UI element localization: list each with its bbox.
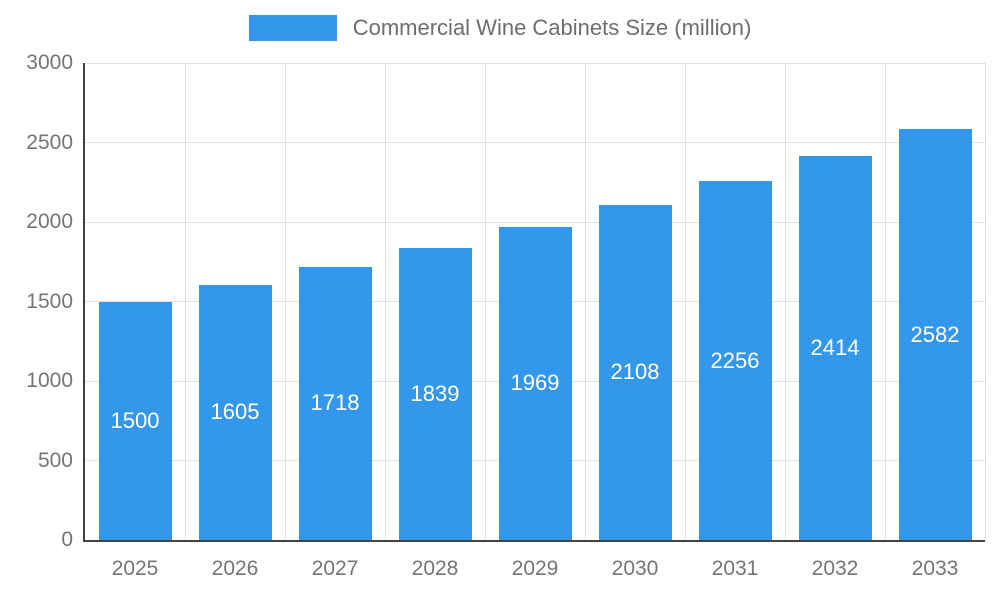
gridline-horizontal (85, 221, 985, 223)
bar-2032 (798, 156, 872, 540)
x-axis-tick-label: 2025 (111, 557, 159, 580)
x-axis-tick-label: 2029 (511, 557, 559, 580)
bar-value-label: 1605 (210, 399, 260, 425)
bar-2033 (898, 129, 972, 540)
x-axis-tick-label: 2033 (911, 557, 959, 580)
bar-value-label: 1969 (510, 370, 560, 396)
bar-2031 (698, 181, 772, 540)
gridline-vertical (284, 63, 286, 540)
gridline-vertical (884, 63, 886, 540)
x-axis-tick-label: 2028 (411, 557, 459, 580)
gridline-vertical (184, 63, 186, 540)
bar-2028 (398, 247, 472, 540)
gridline-vertical (684, 63, 686, 540)
y-axis-tick-label: 3000 (26, 51, 73, 74)
y-axis-tick-label: 1500 (26, 289, 73, 313)
gridline-vertical (384, 63, 386, 540)
gridline-vertical (584, 63, 586, 540)
bar-2026 (198, 284, 272, 540)
bar-2030 (598, 204, 672, 540)
x-axis-tick-label: 2030 (611, 557, 659, 580)
gridline-vertical (784, 63, 786, 540)
bar-value-label: 2414 (810, 335, 860, 361)
bar-value-label: 2582 (910, 321, 960, 347)
chart-legend: Commercial Wine Cabinets Size (million) (0, 15, 1000, 41)
x-axis-line (83, 540, 985, 542)
bar-2029 (498, 226, 572, 540)
gridline-horizontal (85, 62, 985, 64)
bar-value-label: 2256 (710, 347, 760, 373)
bar-2025 (98, 301, 172, 540)
x-axis-tick-label: 2027 (311, 557, 359, 580)
y-axis-tick-label: 0 (61, 528, 73, 551)
gridline-horizontal (85, 142, 985, 143)
x-axis-tick-label: 2031 (711, 557, 759, 580)
chart-title: Commercial Wine Cabinets Size (million) (352, 15, 752, 40)
y-axis-line (83, 63, 85, 542)
x-axis-tick-label: 2032 (811, 557, 859, 580)
bar-value-label: 1500 (110, 407, 160, 433)
y-axis-tick-label: 2000 (26, 210, 73, 233)
y-axis-tick-label: 2500 (26, 130, 73, 154)
y-axis-tick-label: 500 (37, 448, 73, 472)
gridline-vertical (984, 63, 986, 540)
bar-value-label: 1839 (410, 380, 460, 406)
y-axis-tick-label: 1000 (26, 369, 73, 392)
bar-value-label: 2108 (610, 359, 660, 385)
legend-swatch (248, 15, 337, 41)
bar-value-label: 1718 (310, 390, 360, 416)
x-axis-tick-label: 2026 (211, 557, 259, 580)
gridline-vertical (484, 63, 486, 540)
bar-2027 (298, 266, 372, 540)
